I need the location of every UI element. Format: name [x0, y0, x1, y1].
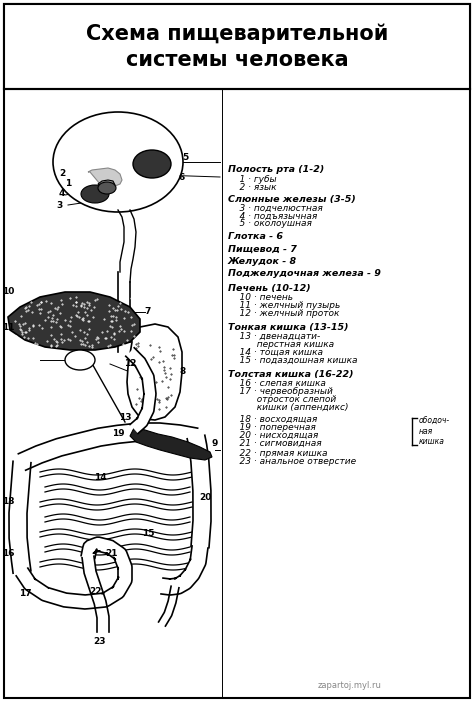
- Text: перстная кишка: перстная кишка: [228, 340, 334, 348]
- Text: 1: 1: [65, 180, 71, 189]
- Text: 15: 15: [142, 529, 154, 538]
- Text: 9: 9: [212, 439, 218, 449]
- Polygon shape: [18, 423, 198, 470]
- Text: 10 · печень: 10 · печень: [228, 293, 293, 302]
- Text: 4 · подъязычная: 4 · подъязычная: [228, 211, 317, 220]
- Text: 16 · слепая кишка: 16 · слепая кишка: [228, 379, 326, 388]
- Text: 14: 14: [94, 472, 106, 482]
- Text: 3: 3: [57, 201, 63, 211]
- Polygon shape: [98, 180, 115, 189]
- Text: Пищевод - 7: Пищевод - 7: [228, 244, 297, 253]
- Text: 18 · восходящая: 18 · восходящая: [228, 415, 317, 424]
- Text: 11 · желчный пузырь: 11 · желчный пузырь: [228, 301, 340, 310]
- Text: 17: 17: [18, 590, 31, 599]
- Text: 4: 4: [59, 190, 65, 199]
- Text: 22 · прямая кишка: 22 · прямая кишка: [228, 449, 328, 458]
- Text: 8: 8: [180, 368, 186, 376]
- Text: 13 · двенадцати-: 13 · двенадцати-: [228, 331, 320, 340]
- Text: Толстая кишка (16-22): Толстая кишка (16-22): [228, 370, 354, 379]
- Text: 16: 16: [2, 550, 14, 559]
- Text: 23: 23: [94, 637, 106, 647]
- Text: 5: 5: [182, 152, 188, 161]
- Polygon shape: [161, 546, 208, 595]
- Ellipse shape: [81, 185, 109, 203]
- Text: 19: 19: [112, 430, 124, 439]
- Text: Печень (10-12): Печень (10-12): [228, 284, 310, 293]
- Text: 13: 13: [119, 413, 131, 421]
- Text: 17 · червеобразный: 17 · червеобразный: [228, 388, 333, 397]
- Text: 14 · тощая кишка: 14 · тощая кишка: [228, 347, 323, 357]
- Text: 1 · губы: 1 · губы: [228, 175, 277, 184]
- Polygon shape: [127, 324, 182, 420]
- Text: 12: 12: [124, 359, 136, 369]
- Text: 21 · сигмовидная: 21 · сигмовидная: [228, 439, 322, 448]
- Polygon shape: [126, 347, 156, 434]
- Text: Тонкая кишка (13-15): Тонкая кишка (13-15): [228, 323, 348, 332]
- Text: Полость рта (1-2): Полость рта (1-2): [228, 166, 324, 174]
- Text: 7: 7: [145, 307, 151, 317]
- Text: 20 · нисходящая: 20 · нисходящая: [228, 431, 318, 440]
- Polygon shape: [88, 168, 122, 187]
- Polygon shape: [82, 556, 109, 632]
- Polygon shape: [159, 586, 179, 626]
- Ellipse shape: [98, 182, 116, 194]
- Text: 2: 2: [59, 169, 65, 178]
- Text: отросток слепой: отросток слепой: [228, 395, 336, 404]
- Text: Глотка - 6: Глотка - 6: [228, 232, 283, 241]
- Text: Слюнные железы (3-5): Слюнные железы (3-5): [228, 195, 356, 204]
- Text: 15 · подаздошная кишка: 15 · подаздошная кишка: [228, 355, 357, 364]
- Polygon shape: [130, 427, 212, 460]
- Text: 20: 20: [199, 493, 211, 501]
- Text: кишки (аппендикс): кишки (аппендикс): [228, 403, 348, 412]
- Polygon shape: [9, 461, 31, 574]
- Text: ободоч-
ная
кишка: ободоч- ная кишка: [419, 416, 450, 446]
- Text: 11: 11: [2, 322, 14, 331]
- Ellipse shape: [65, 350, 95, 370]
- Text: Поджелудочная железа - 9: Поджелудочная железа - 9: [228, 269, 381, 278]
- Text: 21: 21: [106, 550, 118, 559]
- Text: 12 · желчный проток: 12 · желчный проток: [228, 309, 339, 318]
- Bar: [4, 4, 470, 89]
- Text: 10: 10: [2, 288, 14, 296]
- Text: 19 · поперечная: 19 · поперечная: [228, 423, 316, 432]
- Text: 5 · околоушная: 5 · околоушная: [228, 219, 312, 228]
- Text: 18: 18: [2, 498, 14, 507]
- Text: 22: 22: [90, 588, 102, 597]
- Polygon shape: [8, 292, 140, 350]
- Polygon shape: [187, 435, 211, 548]
- Text: 6: 6: [179, 173, 185, 183]
- Text: 2 · язык: 2 · язык: [228, 183, 276, 192]
- Text: zapartoj.myl.ru: zapartoj.myl.ru: [318, 681, 382, 690]
- Ellipse shape: [53, 112, 183, 212]
- Text: 23 · анальное отверстие: 23 · анальное отверстие: [228, 457, 356, 466]
- Polygon shape: [16, 537, 132, 609]
- Text: Схема пищеварительной
системы человека: Схема пищеварительной системы человека: [86, 23, 388, 69]
- Text: 3 · подчелюстная: 3 · подчелюстная: [228, 204, 323, 213]
- Ellipse shape: [133, 150, 171, 178]
- Text: Желудок - 8: Желудок - 8: [228, 257, 297, 266]
